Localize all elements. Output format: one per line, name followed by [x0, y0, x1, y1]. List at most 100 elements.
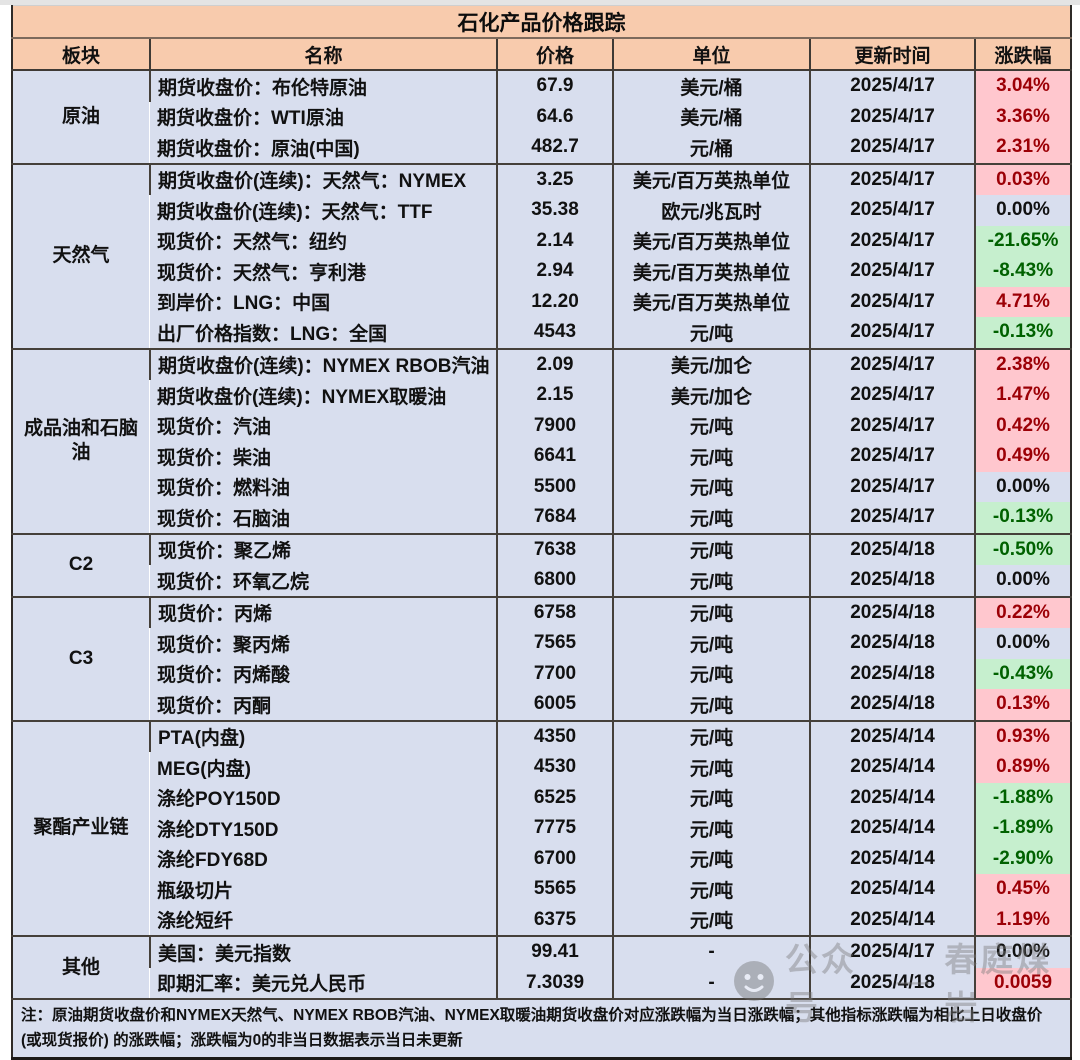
table-row: 涤纶DTY150D 7775 元/吨 2025/4/14 -1.89%	[12, 813, 1072, 844]
footnote-line-2: (或现货报价) 的涨跌幅；涨跌幅为0的非当日数据表示当日未更新	[21, 1032, 463, 1049]
price-tracking-table: 石化产品价格跟踪 板块 名称 价格 单位 更新时间 涨跌幅 原油 期货收盘价：布伦…	[11, 5, 1073, 1060]
name-cell: 美国：美元指数	[149, 935, 497, 968]
date-cell: 2025/4/18	[809, 595, 975, 628]
price-cell: 6700	[496, 843, 613, 874]
change-cell: 0.03%	[973, 162, 1072, 195]
footnote-cell: 注：原油期货收盘价和NYMEX天然气、NYMEX RBOB汽油、NYMEX取暖油…	[12, 998, 1072, 1059]
unit-cell: 美元/桶	[612, 101, 810, 132]
price-cell: 482.7	[496, 132, 613, 164]
date-cell: 2025/4/14	[809, 752, 975, 783]
change-cell: -0.13%	[973, 317, 1072, 349]
unit-cell: 元/桶	[612, 132, 810, 164]
unit-cell: 美元/百万英热单位	[612, 256, 810, 287]
change-cell: 0.22%	[973, 595, 1072, 628]
table-row: 现货价：汽油 7900 元/吨 2025/4/17 0.42%	[12, 410, 1072, 441]
date-cell: 2025/4/17	[809, 441, 975, 472]
name-cell: 期货收盘价(连续)：NYMEX RBOB汽油	[149, 347, 497, 380]
date-cell: 2025/4/14	[809, 843, 975, 874]
unit-cell: 元/吨	[612, 904, 810, 936]
sector-cell: 原油	[12, 69, 150, 164]
change-cell: 0.00%	[973, 935, 1072, 968]
price-cell: 4350	[496, 719, 613, 752]
change-cell: 0.42%	[973, 410, 1072, 441]
table-row: C3 现货价：丙烯 6758 元/吨 2025/4/18 0.22%	[12, 595, 1072, 721]
date-cell: 2025/4/18	[809, 967, 975, 999]
unit-cell: -	[612, 967, 810, 999]
change-cell: 0.49%	[973, 441, 1072, 472]
change-cell: 0.13%	[973, 689, 1072, 721]
price-cell: 2.14	[496, 225, 613, 256]
price-cell: 6800	[496, 565, 613, 597]
price-cell: 35.38	[496, 195, 613, 226]
table-row: 成品油和石脑油 期货收盘价(连续)：NYMEX RBOB汽油 2.09 美元/加仑 20…	[12, 347, 1072, 534]
change-cell: 0.93%	[973, 719, 1072, 752]
price-cell: 4530	[496, 752, 613, 783]
name-cell: 涤纶FDY68D	[150, 843, 497, 874]
name-cell: 期货收盘价：原油(中国)	[150, 132, 497, 164]
table-row: 出厂价格指数：LNG：全国 4543 元/吨 2025/4/17 -0.13%	[12, 317, 1072, 349]
column-header-date: 更新时间	[809, 38, 975, 71]
table-row: 聚酯产业链 PTA(内盘) 4350 元/吨 2025/4/14 0.93%	[12, 719, 1072, 936]
name-cell: 现货价：汽油	[150, 410, 497, 441]
date-cell: 2025/4/17	[809, 69, 975, 102]
change-cell: 4.71%	[973, 286, 1072, 317]
table-row: 天然气 期货收盘价(连续)：天然气：NYMEX 3.25 美元/百万英热单位 2025/…	[12, 162, 1072, 349]
table-row: 瓶级切片 5565 元/吨 2025/4/14 0.45%	[12, 874, 1072, 905]
change-cell: -0.13%	[973, 502, 1072, 534]
price-cell: 7638	[496, 532, 613, 565]
unit-cell: 美元/百万英热单位	[612, 225, 810, 256]
price-cell: 5565	[496, 874, 613, 905]
change-cell: 0.0059	[973, 967, 1072, 999]
table-row: 涤纶POY150D 6525 元/吨 2025/4/14 -1.88%	[12, 782, 1072, 813]
table-header-row: 板块 名称 价格 单位 更新时间 涨跌幅	[12, 38, 1072, 71]
date-cell: 2025/4/14	[809, 904, 975, 936]
price-cell: 99.41	[496, 935, 613, 968]
price-cell: 4543	[496, 317, 613, 349]
table-row: 期货收盘价(连续)：天然气：TTF 35.38 欧元/兆瓦时 2025/4/17 0.0…	[12, 195, 1072, 226]
name-cell: 现货价：天然气：亨利港	[150, 256, 497, 287]
change-cell: 1.19%	[973, 904, 1072, 936]
date-cell: 2025/4/17	[809, 471, 975, 502]
name-cell: 瓶级切片	[150, 874, 497, 905]
name-cell: 现货价：丙酮	[150, 689, 497, 721]
change-cell: -2.90%	[973, 843, 1072, 874]
column-header-price: 价格	[496, 38, 613, 71]
unit-cell: 元/吨	[612, 813, 810, 844]
change-cell: 3.04%	[973, 69, 1072, 102]
price-cell: 7700	[496, 658, 613, 689]
name-cell: 现货价：天然气：纽约	[150, 225, 497, 256]
unit-cell: 美元/加仑	[612, 380, 810, 411]
sector-cell: 聚酯产业链	[12, 719, 150, 936]
table-title-row: 石化产品价格跟踪	[12, 5, 1072, 39]
table-row: 现货价：聚丙烯 7565 元/吨 2025/4/18 0.00%	[12, 628, 1072, 659]
price-cell: 5500	[496, 471, 613, 502]
date-cell: 2025/4/17	[809, 935, 975, 968]
date-cell: 2025/4/17	[809, 410, 975, 441]
date-cell: 2025/4/17	[809, 347, 975, 380]
unit-cell: 美元/百万英热单位	[612, 162, 810, 195]
price-cell: 7900	[496, 410, 613, 441]
change-cell: 0.00%	[973, 471, 1072, 502]
unit-cell: 欧元/兆瓦时	[612, 195, 810, 226]
table-row: C2 现货价：聚乙烯 7638 元/吨 2025/4/18 -0.50%	[12, 532, 1072, 597]
table-row: 期货收盘价：原油(中国) 482.7 元/桶 2025/4/17 2.31%	[12, 132, 1072, 164]
change-cell: 0.00%	[973, 195, 1072, 226]
date-cell: 2025/4/18	[809, 532, 975, 565]
table-row: 到岸价：LNG：中国 12.20 美元/百万英热单位 2025/4/17 4.71%	[12, 286, 1072, 317]
name-cell: 现货价：丙烯	[149, 595, 497, 628]
column-header-name: 名称	[149, 38, 497, 71]
unit-cell: 元/吨	[612, 471, 810, 502]
unit-cell: 元/吨	[612, 719, 810, 752]
table-row: 期货收盘价(连续)：NYMEX取暖油 2.15 美元/加仑 2025/4/17 1.47…	[12, 380, 1072, 411]
unit-cell: 美元/桶	[612, 69, 810, 102]
name-cell: 出厂价格指数：LNG：全国	[150, 317, 497, 349]
table-row: 即期汇率：美元兑人民币 7.3039-2025/4/18 0.0059	[12, 967, 1072, 999]
table-body: 原油 期货收盘价：布伦特原油 67.9 美元/桶 2025/4/17 3.04% 期货收盘价…	[12, 69, 1072, 999]
page-title: 石化产品价格跟踪	[12, 5, 1072, 39]
name-cell: 现货价：丙烯酸	[150, 658, 497, 689]
date-cell: 2025/4/18	[809, 689, 975, 721]
column-header-change: 涨跌幅	[973, 38, 1072, 71]
table-row: 涤纶FDY68D 6700 元/吨 2025/4/14 -2.90%	[12, 843, 1072, 874]
price-cell: 7775	[496, 813, 613, 844]
name-cell: 涤纶DTY150D	[150, 813, 497, 844]
